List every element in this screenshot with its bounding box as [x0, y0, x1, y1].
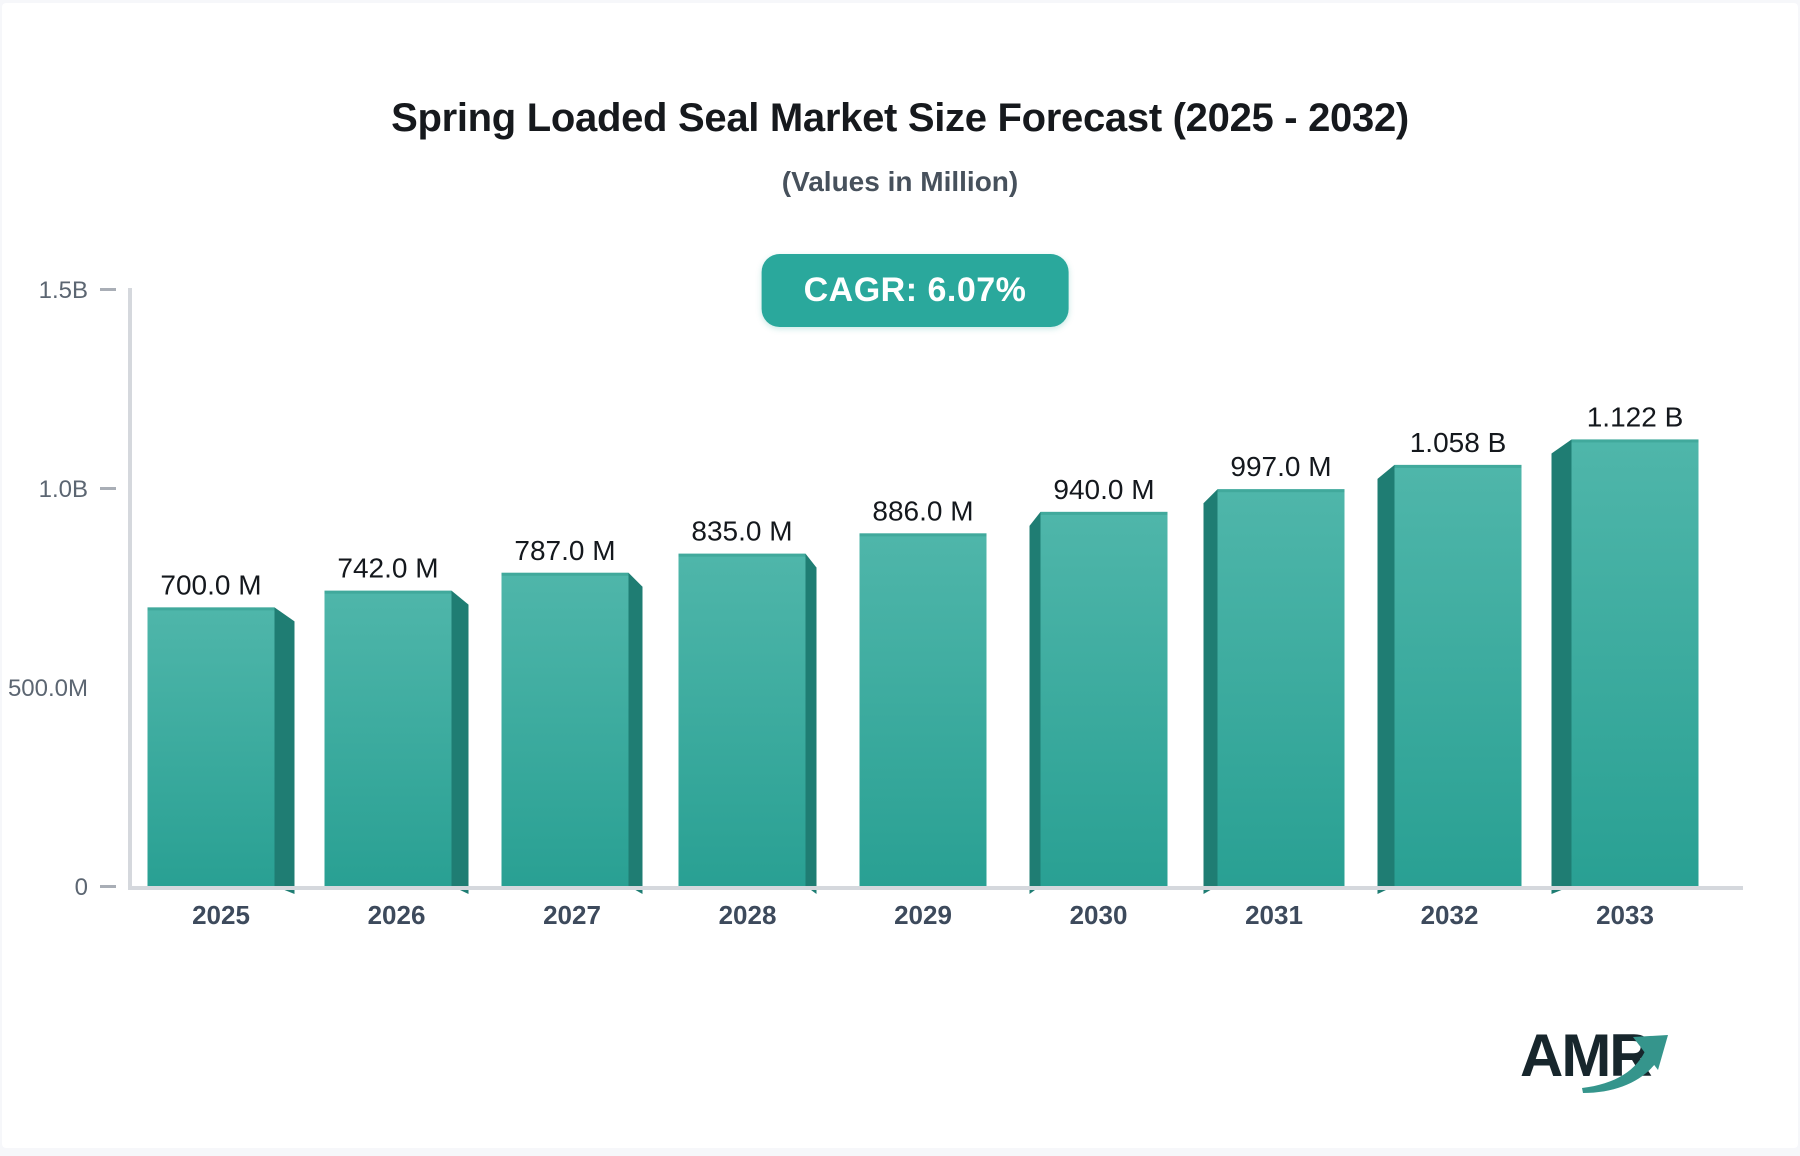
y-axis-tick-1.5B [100, 288, 116, 291]
y-axis-line [128, 288, 132, 890]
bar-side-2028 [805, 553, 817, 894]
bar-side-2031 [1203, 489, 1218, 894]
bar-2026 [324, 590, 452, 886]
amr-logo-arrow-icon [1582, 1035, 1668, 1093]
bar-side-2033 [1551, 439, 1572, 894]
chart-title: Spring Loaded Seal Market Size Forecast … [391, 96, 1409, 140]
bar-side-2030 [1029, 511, 1041, 894]
bar-2033 [1571, 439, 1699, 886]
y-axis-label-1.0B: 1.0B [39, 476, 88, 503]
y-axis-tick-1.0B [100, 487, 116, 490]
amr-logo: AMR [1520, 1021, 1705, 1106]
bar-value-label-2026: 742.0 M [337, 553, 438, 584]
y-axis-label-500.0M: 500.0M [8, 675, 88, 702]
x-axis-label-2030: 2030 [1070, 900, 1128, 930]
cagr-badge: CAGR: 6.07% [761, 254, 1069, 327]
arrow-head [1633, 1035, 1668, 1070]
bar-side-2032 [1377, 464, 1395, 894]
bar-top-edge-2031 [1217, 489, 1345, 493]
x-axis-label-2032: 2032 [1421, 900, 1479, 930]
x-axis-label-2026: 2026 [368, 900, 426, 930]
bar-side-2026 [451, 590, 469, 894]
bar-2030 [1040, 511, 1168, 886]
y-axis-label-1.5B: 1.5B [39, 277, 88, 304]
bar-2031 [1217, 489, 1345, 886]
bar-top-edge-2028 [678, 553, 806, 557]
x-axis-label-2029: 2029 [894, 900, 952, 930]
y-axis-label-0: 0 [75, 874, 88, 901]
bar-value-label-2032: 1.058 B [1410, 427, 1507, 458]
bar-top-edge-2030 [1040, 511, 1168, 515]
x-axis-label-2025: 2025 [192, 900, 250, 930]
bar-top-edge-2025 [147, 607, 275, 611]
y-axis-tick-0 [100, 885, 116, 888]
bar-top-edge-2033 [1571, 439, 1699, 443]
bar-top-edge-2029 [859, 533, 987, 537]
bar-value-label-2027: 787.0 M [514, 535, 615, 566]
bar-2029 [859, 533, 987, 886]
bar-value-label-2029: 886.0 M [872, 495, 973, 526]
chart-subtitle: (Values in Million) [781, 166, 1019, 197]
arrow-swoosh [1582, 1047, 1661, 1093]
bar-top-edge-2032 [1394, 464, 1522, 468]
bar-2028 [678, 553, 806, 886]
x-axis-label-2027: 2027 [543, 900, 601, 930]
bar-side-2025 [274, 607, 295, 894]
bar-value-label-2033: 1.122 B [1587, 401, 1684, 432]
bar-top-edge-2026 [324, 590, 452, 594]
x-axis-label-2028: 2028 [719, 900, 777, 930]
bar-value-label-2031: 997.0 M [1230, 451, 1331, 482]
bar-side-2027 [628, 572, 643, 894]
bar-2025 [147, 607, 275, 886]
bar-value-label-2028: 835.0 M [691, 516, 792, 547]
x-axis-line [128, 886, 1743, 890]
bar-value-label-2030: 940.0 M [1053, 474, 1154, 505]
bar-value-label-2025: 700.0 M [160, 569, 261, 600]
bar-2027 [501, 572, 629, 886]
x-axis-label-2031: 2031 [1245, 900, 1303, 930]
x-axis-label-2033: 2033 [1596, 900, 1654, 930]
bar-2032 [1394, 464, 1522, 886]
bar-top-edge-2027 [501, 572, 629, 576]
